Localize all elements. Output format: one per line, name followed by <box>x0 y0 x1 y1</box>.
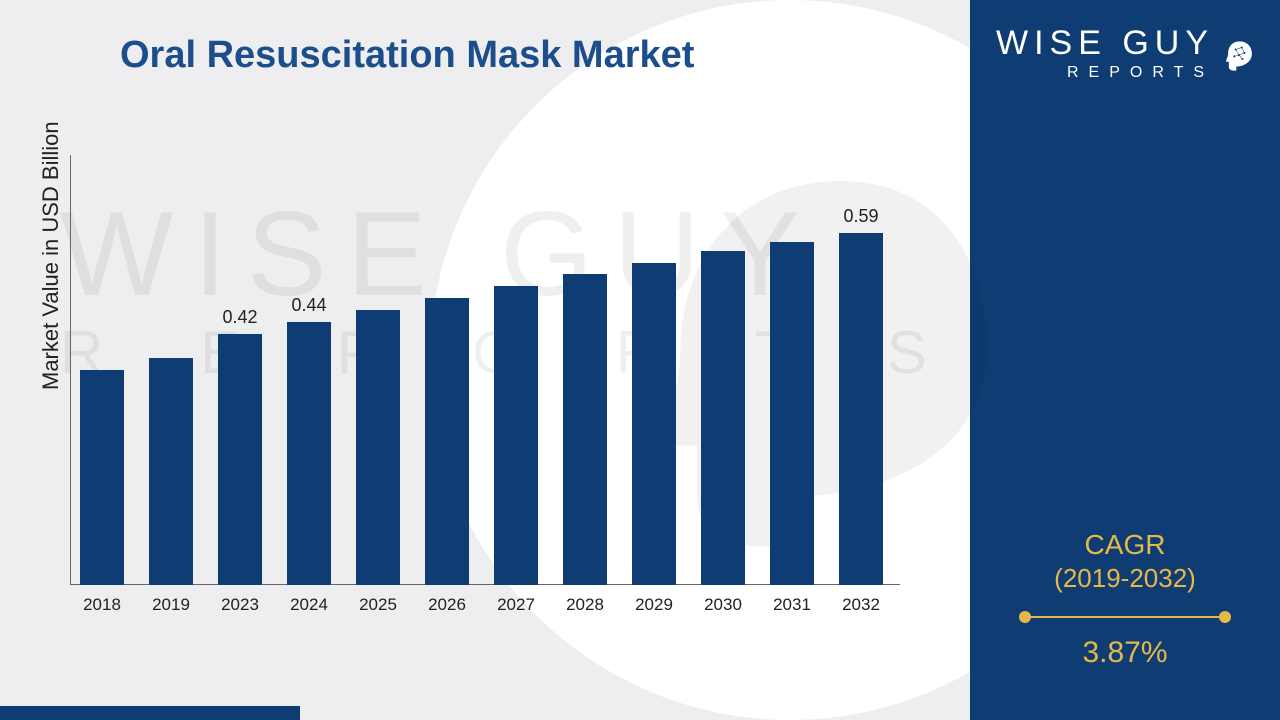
bar-rect <box>770 242 814 585</box>
bar: 0.44 <box>287 322 331 585</box>
x-tick-label: 2026 <box>428 595 466 615</box>
cagr-value: 3.87% <box>1000 636 1250 670</box>
bar-rect <box>218 334 262 585</box>
bar <box>356 310 400 585</box>
bar-value-label: 0.44 <box>291 295 326 316</box>
bar-rect <box>356 310 400 585</box>
bar-value-label: 0.42 <box>222 307 257 328</box>
infographic-stage: WISE GUY R E P O R T S Oral Resuscitatio… <box>0 0 1280 720</box>
cagr-title: CAGR <box>1000 529 1250 561</box>
bar-rect <box>425 298 469 585</box>
logo-sub-text: REPORTS <box>1067 64 1214 82</box>
x-tick-label: 2029 <box>635 595 673 615</box>
cagr-range: (2019-2032) <box>1000 563 1250 594</box>
bar-rect <box>287 322 331 585</box>
bar-rect <box>839 233 883 585</box>
bar <box>632 263 676 586</box>
x-tick-label: 2032 <box>842 595 880 615</box>
bar-rect <box>494 286 538 585</box>
y-axis-label: Market Value in USD Billion <box>38 121 64 390</box>
bar: 0.59 <box>839 233 883 585</box>
bar: 0.42 <box>218 334 262 585</box>
bar-rect <box>701 251 745 585</box>
x-tick-label: 2024 <box>290 595 328 615</box>
bar <box>770 242 814 585</box>
cagr-block: CAGR (2019-2032) 3.87% <box>1000 529 1250 670</box>
logo-head-icon <box>1222 26 1256 88</box>
bar <box>80 370 124 585</box>
x-tick-label: 2028 <box>566 595 604 615</box>
bar-rect <box>149 358 193 585</box>
x-tick-label: 2018 <box>83 595 121 615</box>
bar <box>425 298 469 585</box>
x-tick-label: 2030 <box>704 595 742 615</box>
bar-rect <box>563 274 607 585</box>
bar-value-label: 0.59 <box>843 206 878 227</box>
x-tick-label: 2019 <box>152 595 190 615</box>
bottom-accent-strip <box>0 706 300 720</box>
brand-logo: WISE GUY REPORTS <box>996 26 1256 88</box>
logo-main-text: WISE GUY <box>996 26 1214 60</box>
y-axis-line <box>70 155 71 585</box>
bar <box>701 251 745 585</box>
x-tick-label: 2025 <box>359 595 397 615</box>
x-tick-label: 2031 <box>773 595 811 615</box>
bar-rect <box>80 370 124 585</box>
bar <box>494 286 538 585</box>
bar <box>563 274 607 585</box>
cagr-divider-line <box>1025 616 1225 618</box>
x-tick-label: 2027 <box>497 595 535 615</box>
bar <box>149 358 193 585</box>
bar-chart: 201820190.4220230.4420242025202620272028… <box>70 155 900 585</box>
x-tick-label: 2023 <box>221 595 259 615</box>
bar-rect <box>632 263 676 586</box>
chart-title: Oral Resuscitation Mask Market <box>120 34 694 77</box>
